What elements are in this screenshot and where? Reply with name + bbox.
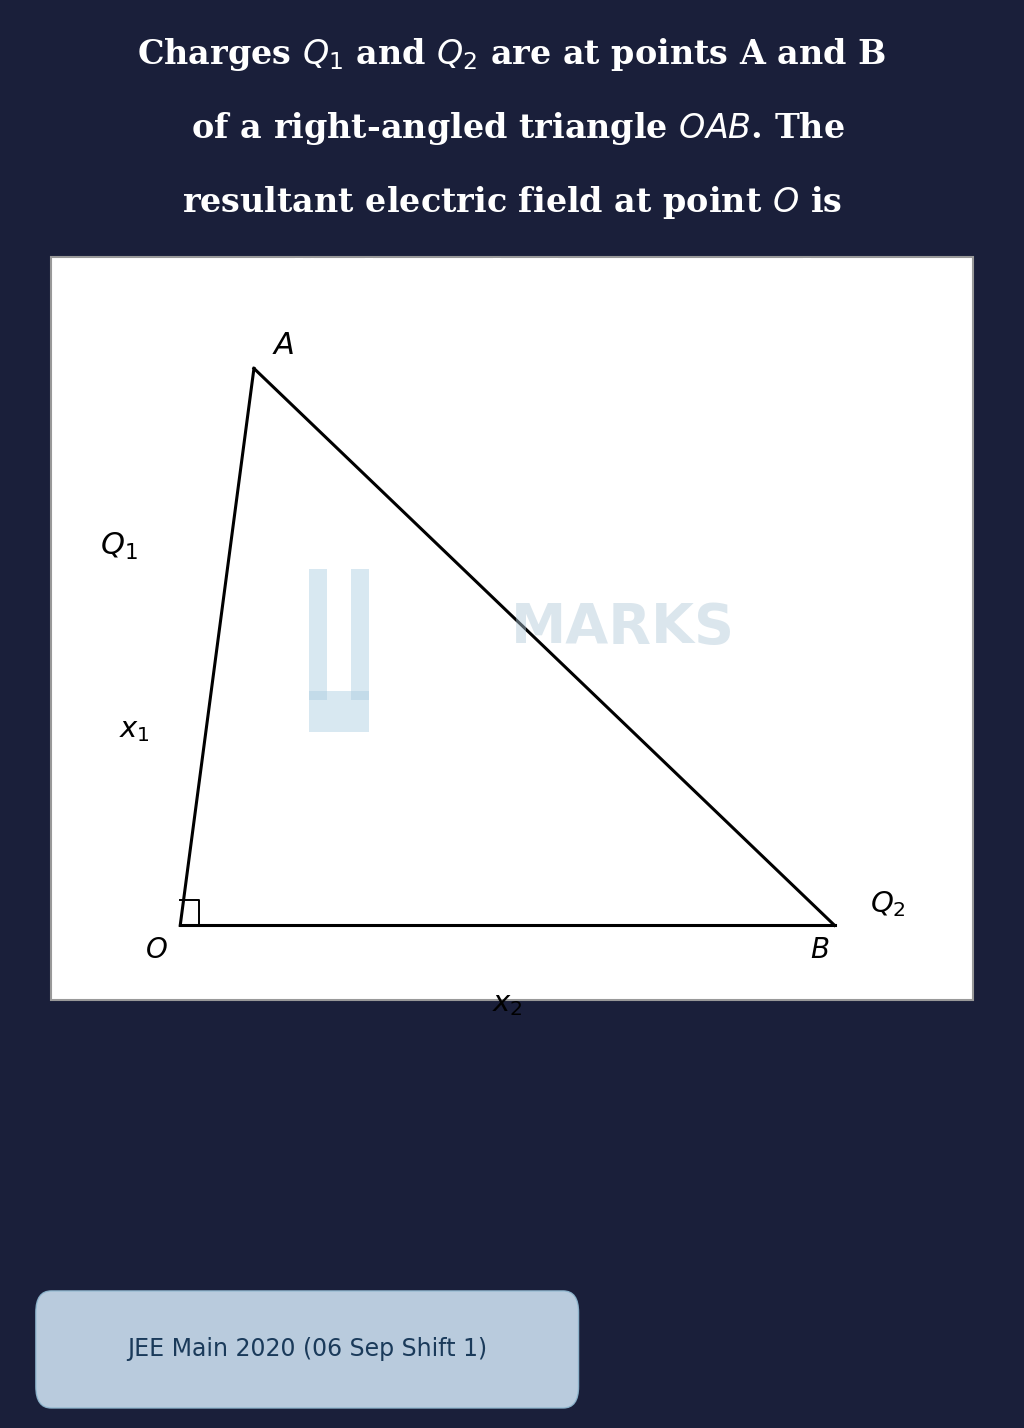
Text: $Q_1$: $Q_1$ [99, 531, 137, 563]
Text: JEE Main 2020 (06 Sep Shift 1): JEE Main 2020 (06 Sep Shift 1) [127, 1338, 487, 1361]
Text: $B$: $B$ [810, 937, 828, 964]
FancyBboxPatch shape [36, 1291, 579, 1408]
Text: of a right-angled triangle $OAB$. The: of a right-angled triangle $OAB$. The [179, 110, 845, 147]
Text: $x_2$: $x_2$ [492, 990, 523, 1018]
Text: resultant electric field at point $O$ is: resultant electric field at point $O$ is [182, 184, 842, 221]
Text: $A$: $A$ [272, 330, 295, 361]
Text: $O$: $O$ [145, 937, 168, 964]
Text: perpendicular to the hypotenuse, then: perpendicular to the hypotenuse, then [153, 258, 871, 291]
FancyBboxPatch shape [351, 568, 370, 700]
FancyBboxPatch shape [51, 257, 973, 1000]
Text: $Q_1/Q_2$ is proportional to:: $Q_1/Q_2$ is proportional to: [289, 333, 735, 370]
Text: MARKS: MARKS [511, 601, 734, 655]
FancyBboxPatch shape [309, 691, 370, 733]
FancyBboxPatch shape [309, 568, 328, 700]
Text: $x_1$: $x_1$ [119, 717, 150, 744]
Text: $Q_2$: $Q_2$ [870, 890, 906, 918]
Text: Charges $Q_1$ and $Q_2$ are at points A and B: Charges $Q_1$ and $Q_2$ are at points A … [137, 36, 887, 73]
